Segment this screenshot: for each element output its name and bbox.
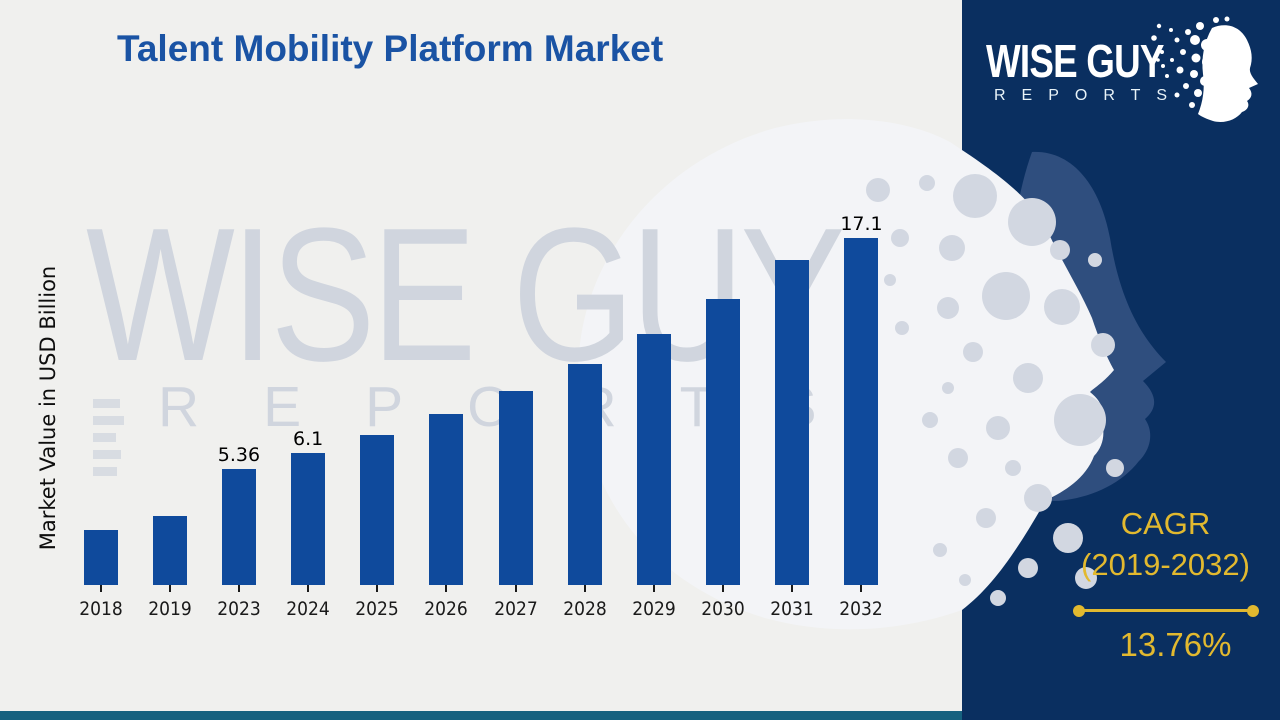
x-axis-tick	[307, 585, 310, 592]
x-axis-tick	[791, 585, 794, 592]
bar-slot: 5.36 2023	[204, 215, 273, 619]
x-axis-tick	[860, 585, 863, 592]
x-axis-tick-label: 2027	[493, 598, 538, 620]
bar	[498, 391, 533, 585]
face-profile-dots-icon	[1151, 16, 1258, 122]
bar-value-label: 17.1	[840, 213, 883, 235]
x-axis-tick	[583, 585, 586, 592]
bar-slot: 2026	[412, 215, 481, 619]
bar	[844, 238, 879, 585]
x-axis-tick	[514, 585, 517, 592]
y-axis-label: Market Value in USD Billion	[36, 265, 60, 551]
x-axis-tick	[237, 585, 240, 592]
bar-slot: 2019	[135, 215, 204, 619]
bar-slot: 2025	[343, 215, 412, 619]
x-axis-tick-label: 2024	[286, 598, 330, 620]
x-axis-tick	[652, 585, 655, 592]
bar-slot: 17.1 2032	[827, 213, 896, 619]
x-axis-tick-label: 2029	[632, 598, 676, 620]
x-axis-tick	[168, 585, 171, 592]
bar-slot: 2018	[66, 215, 135, 619]
x-axis-tick	[445, 585, 448, 592]
bar	[83, 530, 118, 585]
bar-slot: 2027	[481, 215, 550, 619]
bar	[360, 435, 395, 585]
x-axis-tick-label: 2031	[770, 598, 815, 620]
bar-slot: 2031	[758, 215, 827, 619]
cagr-label: CAGR	[1120, 506, 1211, 541]
x-axis-tick-label: 2025	[355, 598, 400, 620]
bottom-accent-strip	[0, 711, 962, 720]
x-axis-tick-label: 2028	[563, 598, 607, 620]
bar-slot: 2030	[689, 215, 758, 619]
bar-chart-plot-area: 2018 2019 5.36 2023 6.1 2024 2025 2026 2027 2028 2…	[66, 213, 896, 619]
bar	[706, 299, 741, 585]
bar-value-label: 5.36	[217, 444, 261, 466]
x-axis-tick	[722, 585, 725, 592]
x-axis-tick-label: 2018	[78, 598, 123, 620]
x-axis-tick-label: 2019	[147, 598, 192, 620]
bar	[291, 453, 326, 585]
bar	[429, 414, 464, 585]
cagr-value: 13.76%	[1119, 626, 1232, 663]
bar-slot: 2029	[619, 215, 688, 619]
bar-slot: 2028	[550, 215, 619, 619]
cagr-divider-line	[1073, 604, 1259, 617]
bar-slot: 6.1 2024	[274, 215, 343, 619]
x-axis-tick	[99, 585, 102, 592]
bar	[567, 364, 602, 585]
brand-reports-label: REPORTS	[994, 87, 1184, 104]
bar	[636, 334, 671, 585]
x-axis-tick-label: 2026	[424, 598, 469, 620]
chart-title: Talent Mobility Platform Market	[117, 28, 664, 69]
cagr-range: (2019-2032)	[1081, 547, 1250, 582]
brand-wordmark: WISE GUY	[986, 35, 1164, 87]
x-axis-tick-label: 2023	[217, 598, 261, 620]
x-axis-tick-label: 2030	[701, 598, 745, 620]
bar	[775, 260, 810, 585]
bar	[152, 516, 187, 585]
x-axis-tick-label: 2032	[839, 598, 884, 620]
bar-value-label: 6.1	[292, 428, 324, 450]
x-axis-tick	[376, 585, 379, 592]
bar	[221, 469, 256, 585]
